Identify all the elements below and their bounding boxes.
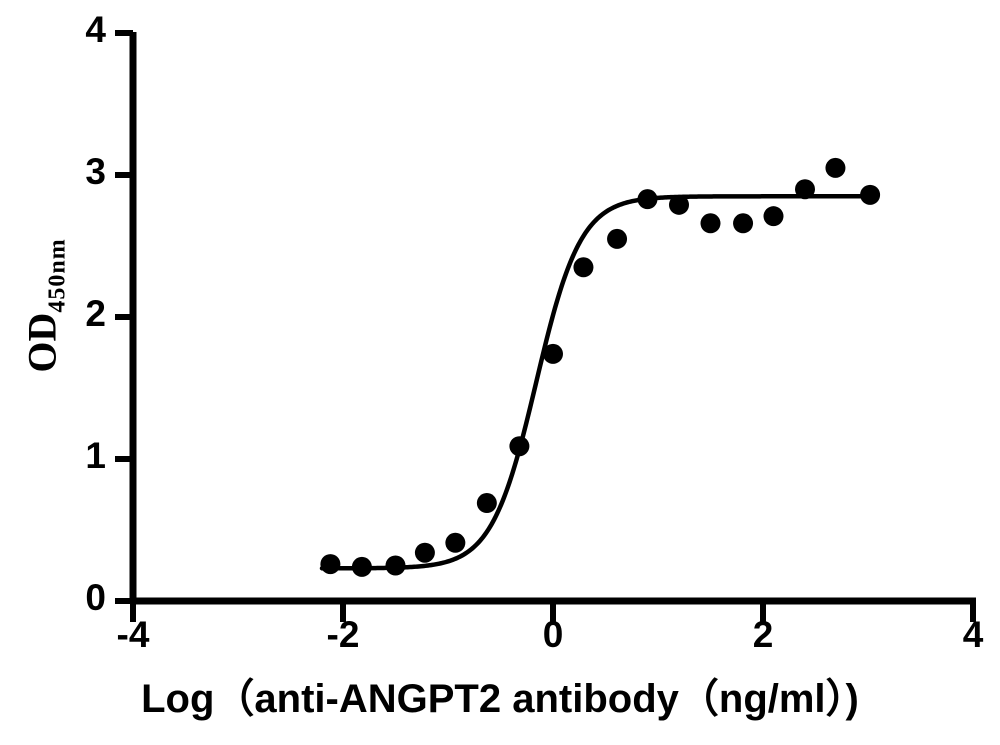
y-tick-label-4: 4	[85, 9, 106, 50]
y-tick-label-0: 0	[85, 577, 106, 618]
data-point	[795, 179, 815, 200]
data-points	[320, 157, 881, 577]
data-point	[320, 554, 341, 575]
x-tick-label-1: -2	[326, 614, 360, 655]
data-point	[700, 213, 721, 234]
data-point	[607, 228, 628, 249]
data-point	[385, 555, 406, 576]
x-tick-label-2: 0	[542, 614, 564, 655]
data-point	[573, 257, 594, 278]
data-point	[351, 556, 372, 577]
data-point	[763, 206, 784, 227]
data-point	[509, 436, 530, 457]
x-tick-label-4: 4	[962, 614, 984, 655]
x-tick-marks	[130, 601, 976, 622]
axes	[115, 30, 976, 622]
data-point	[414, 542, 435, 563]
y-tick-label-3: 3	[85, 151, 106, 192]
x-tick-label-0: -4	[116, 614, 150, 655]
x-tick-label-3: 2	[752, 614, 774, 655]
y-tick-label-1: 1	[85, 435, 106, 476]
data-point	[733, 213, 754, 234]
data-point	[543, 343, 563, 364]
y-tick-marks	[115, 30, 133, 604]
y-tick-label-2: 2	[85, 293, 106, 334]
data-point	[445, 532, 466, 553]
data-point	[476, 493, 497, 514]
data-point	[860, 184, 881, 205]
data-point	[825, 157, 846, 178]
fit-curve	[319, 194, 876, 571]
data-point	[669, 194, 689, 215]
fit-curve-path	[319, 194, 876, 571]
x-axis-title: Log（anti-ANGPT2 antibody（ng/ml）)	[141, 677, 859, 721]
data-point	[637, 189, 658, 210]
